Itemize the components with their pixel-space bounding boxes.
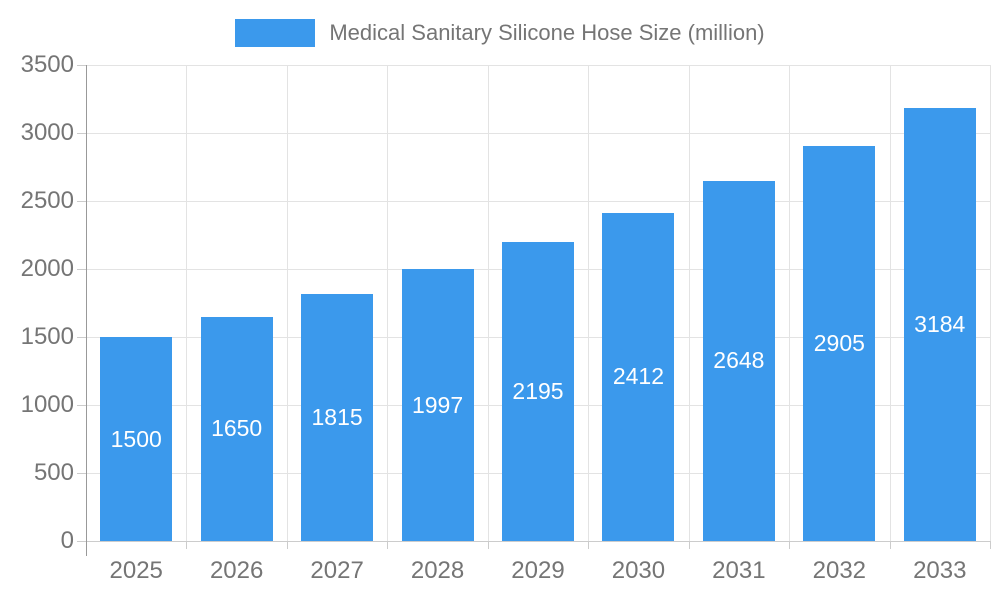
x-gridline — [789, 65, 791, 541]
x-axis-tick — [990, 541, 991, 549]
x-axis-tick-label: 2026 — [209, 557, 264, 584]
x-axis-tick — [789, 541, 791, 549]
bar-2028[interactable]: 1997 — [401, 269, 474, 541]
x-axis-tick-label: 2030 — [611, 557, 666, 584]
bar-2029[interactable]: 2195 — [502, 242, 574, 541]
x-gridline — [990, 65, 991, 541]
x-gridline — [588, 65, 590, 541]
legend-label[interactable]: Medical Sanitary Silicone Hose Size (mil… — [329, 20, 765, 45]
bar-value-label: 2195 — [512, 378, 564, 405]
x-gridline — [286, 65, 288, 541]
bar-value-label: 2905 — [813, 329, 865, 356]
x-gridline — [387, 65, 389, 541]
bar-2031[interactable]: 2648 — [702, 180, 775, 541]
x-axis-tick-label: 2025 — [109, 557, 163, 584]
y-axis-tick-label: 2000 — [20, 255, 74, 282]
x-gridline — [889, 65, 891, 541]
x-gridline — [487, 65, 489, 541]
x-gridline — [688, 65, 690, 541]
y-gridline — [86, 201, 990, 202]
y-axis-tick-label: 3500 — [20, 51, 74, 78]
y-axis-tick-label: 1000 — [20, 391, 74, 418]
legend-swatch-icon[interactable] — [235, 19, 316, 47]
x-gridline — [186, 65, 188, 541]
x-axis-tick-label: 2031 — [712, 557, 766, 584]
bar-value-label: 2412 — [612, 363, 665, 390]
y-axis-tick-label: 1500 — [20, 323, 74, 350]
x-axis-tick-label: 2027 — [310, 557, 364, 584]
y-gridline — [86, 133, 990, 134]
x-axis-tick — [387, 541, 389, 549]
x-axis-tick — [487, 541, 489, 549]
y-axis-line — [86, 65, 87, 556]
x-axis-tick — [889, 541, 891, 549]
y-axis-tick-label: 0 — [60, 527, 74, 554]
y-axis-tick — [77, 201, 86, 202]
bar-2026[interactable]: 1650 — [200, 316, 273, 541]
bar-value-label: 1500 — [110, 425, 162, 452]
y-axis-tick — [77, 405, 86, 406]
y-axis-tick — [77, 269, 86, 270]
legend-item[interactable]: Medical Sanitary Silicone Hose Size (mil… — [0, 19, 1000, 47]
x-axis-tick — [286, 541, 288, 549]
y-axis-tick — [77, 541, 86, 542]
x-axis-tick-label: 2029 — [511, 557, 565, 584]
x-axis-tick — [186, 541, 188, 549]
x-axis-tick-label: 2028 — [410, 557, 465, 584]
bar-2030[interactable]: 2412 — [602, 212, 675, 541]
y-gridline — [86, 65, 990, 66]
bar-value-label: 1997 — [411, 391, 464, 418]
y-axis-tick — [77, 337, 86, 338]
bar-2032[interactable]: 2905 — [803, 145, 876, 541]
bar-value-label: 2648 — [713, 347, 765, 374]
bar-2027[interactable]: 1815 — [301, 294, 374, 541]
x-axis-tick-label: 2032 — [812, 557, 867, 584]
bar-2025[interactable]: 1500 — [100, 337, 173, 541]
y-axis-tick-label: 3000 — [20, 119, 74, 146]
x-axis-tick — [588, 541, 590, 549]
y-axis-tick — [77, 133, 86, 134]
bar-value-label: 1650 — [211, 415, 263, 442]
x-axis-tick-label: 2033 — [913, 557, 967, 584]
y-axis-tick — [77, 65, 86, 66]
y-axis-tick — [77, 473, 86, 474]
bar-value-label: 1815 — [311, 404, 363, 431]
bar-value-label: 3184 — [914, 310, 966, 337]
x-axis-line — [86, 541, 990, 542]
bar-2033[interactable]: 3184 — [903, 107, 976, 541]
y-axis-tick-label: 2500 — [20, 187, 74, 214]
x-axis-tick — [688, 541, 690, 549]
y-axis-tick-label: 500 — [33, 459, 74, 486]
